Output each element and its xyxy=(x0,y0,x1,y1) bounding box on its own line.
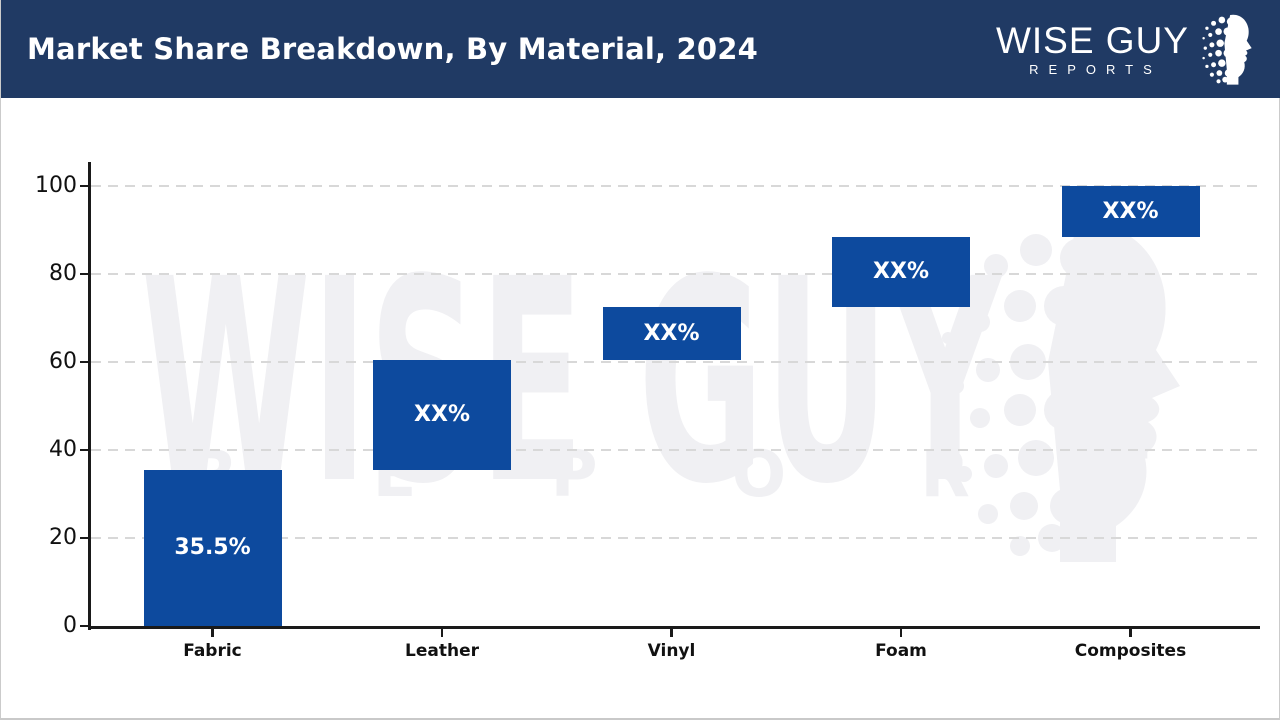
y-axis-tick-label: 40 xyxy=(49,437,77,462)
x-axis-tick xyxy=(899,629,903,637)
x-axis-category-label: Vinyl xyxy=(647,641,696,661)
x-axis-tick xyxy=(211,629,214,637)
y-axis-tick-label: 100 xyxy=(35,173,77,198)
y-axis-tick xyxy=(80,624,88,628)
y-axis-tick-label: 0 xyxy=(63,613,77,638)
x-axis-category-label: Fabric xyxy=(183,641,242,661)
bar-value-label: XX% xyxy=(414,402,470,428)
gridline xyxy=(91,449,1259,451)
x-axis-category-label: Composites xyxy=(1074,641,1187,661)
gridline xyxy=(91,361,1259,363)
bar-segment: XX% xyxy=(373,359,511,470)
y-axis-tick-label: 20 xyxy=(49,525,77,550)
x-axis-tick xyxy=(440,629,444,637)
x-axis-line xyxy=(88,626,1260,629)
y-axis-tick xyxy=(80,448,88,452)
y-axis-tick-label: 80 xyxy=(49,261,77,286)
y-axis-tick xyxy=(80,184,88,188)
bar-value-label: XX% xyxy=(873,259,929,285)
logo-brand-subtitle: REPORTS xyxy=(1029,62,1162,77)
y-axis-line xyxy=(88,162,91,630)
bar-segment: XX% xyxy=(602,307,741,360)
bar-segment: XX% xyxy=(832,236,970,307)
header-bar: Market Share Breakdown, By Material, 202… xyxy=(1,0,1280,98)
gridline xyxy=(91,185,1259,187)
y-axis-tick xyxy=(80,360,88,364)
y-axis-tick-label: 60 xyxy=(49,349,77,374)
x-axis-tick xyxy=(670,629,673,637)
x-axis-tick xyxy=(1129,629,1132,637)
chart-title: Market Share Breakdown, By Material, 202… xyxy=(27,32,759,66)
wiseguy-head-logo-icon xyxy=(1197,10,1255,88)
y-axis-tick xyxy=(80,272,88,276)
x-axis-category-label: Leather xyxy=(405,641,479,661)
bar-segment: XX% xyxy=(1061,186,1200,237)
bar-value-label: 35.5% xyxy=(174,535,251,561)
logo-brand-name: WISE GUY xyxy=(995,20,1189,61)
wiseguy-logo: WISE GUY REPORTS xyxy=(996,10,1255,88)
y-axis-tick xyxy=(80,536,88,540)
x-axis-category-label: Foam xyxy=(875,641,927,661)
bar-value-label: XX% xyxy=(1102,198,1159,224)
bar-segment: 35.5% xyxy=(143,469,282,626)
gridline xyxy=(91,273,1259,275)
wiseguy-logo-text: WISE GUY REPORTS xyxy=(996,22,1189,76)
bar-value-label: XX% xyxy=(643,320,700,346)
gridline xyxy=(91,537,1259,539)
